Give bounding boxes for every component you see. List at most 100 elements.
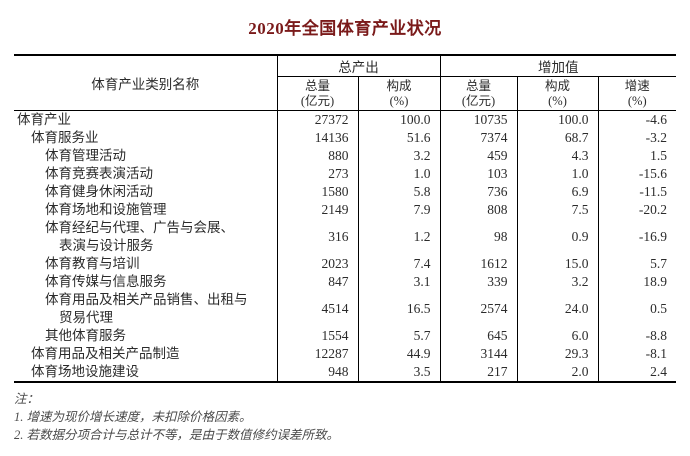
row-value: 339 <box>440 273 518 291</box>
row-value: 808 <box>440 201 518 219</box>
row-value: 100.0 <box>358 110 441 129</box>
row-label-line: 其他体育服务 <box>45 328 126 343</box>
row-label: 体育用品及相关产品制造 <box>14 345 278 363</box>
row-label-line: 体育服务业 <box>31 130 99 145</box>
sub-header-row: 总量 (亿元) 构成 (%) 总量 (亿元) 构成 (%) 增速 (%) <box>14 76 677 111</box>
notes-label: 注： <box>14 392 40 406</box>
table-row: 体育教育与培训 2023 7.4 1612 15.0 5.7 <box>14 255 676 273</box>
row-label: 体育教育与培训 <box>14 255 278 273</box>
row-label-line: 体育健身休闲活动 <box>45 184 153 199</box>
row-value: 12287 <box>277 345 359 363</box>
note-item-2: 2. 若数据分项合计与总计不等，是由于数值修约误差所致。 <box>14 428 340 442</box>
table-header: 体育产业类别名称 总产出 增加值 总量 (亿元) 构成 (%) 总量 (亿元) <box>14 55 677 111</box>
sports-industry-table: 体育产业类别名称 总产出 增加值 总量 (亿元) 构成 (%) 总量 (亿元) <box>14 54 677 383</box>
row-value: 5.7 <box>650 256 668 271</box>
column-header-unit: (%) <box>548 93 567 108</box>
column-header-line: 构成 <box>544 78 570 93</box>
row-value: 645 <box>440 327 518 345</box>
row-value: 5.7 <box>358 327 441 345</box>
group-header-row: 体育产业类别名称 总产出 增加值 <box>14 55 677 111</box>
row-value: 3.2 <box>358 147 441 165</box>
row-value: 3144 <box>440 345 518 363</box>
row-label-line: 体育管理活动 <box>45 148 126 163</box>
row-value: 2.4 <box>650 364 668 379</box>
column-header-unit: (亿元) <box>300 93 335 108</box>
column-header-growth-rate: 增速 (%) <box>598 76 677 111</box>
row-value: -11.5 <box>639 184 668 199</box>
row-value: 3.5 <box>358 363 441 382</box>
row-value: 18.9 <box>643 274 668 289</box>
row-label: 体育服务业 <box>14 129 278 147</box>
row-value: 98 <box>440 219 518 255</box>
row-value: 1.5 <box>650 148 668 163</box>
table-row: 体育场地设施建设 948 3.5 217 2.0 2.4 <box>14 363 676 382</box>
table-row: 体育管理活动 880 3.2 459 4.3 1.5 <box>14 147 676 165</box>
notes: 注： 1. 增速为现价增长速度，未扣除价格因素。 2. 若数据分项合计与总计不等… <box>14 390 690 444</box>
row-value: 1554 <box>277 327 359 345</box>
row-value: -16.9 <box>638 229 668 244</box>
table-row: 体育用品及相关产品制造 12287 44.9 3144 29.3 -8.1 <box>14 345 676 363</box>
row-value: 15.0 <box>517 255 599 273</box>
row-value: 847 <box>277 273 359 291</box>
column-header-line: 总量 <box>465 78 491 93</box>
row-value: 4.3 <box>517 147 599 165</box>
table-row: 体育场地和设施管理 2149 7.9 808 7.5 -20.2 <box>14 201 676 219</box>
row-label-line: 体育产业 <box>17 112 71 127</box>
column-header-line: 增速 <box>624 78 650 93</box>
row-label: 体育用品及相关产品销售、出租与 贸易代理 <box>14 291 278 327</box>
row-value: 7374 <box>440 129 518 147</box>
row-value: -3.2 <box>645 130 668 145</box>
row-value: 16.5 <box>358 291 441 327</box>
column-header-line: 构成 <box>386 78 412 93</box>
row-value: -15.6 <box>638 166 668 181</box>
row-label: 体育管理活动 <box>14 147 278 165</box>
row-value: 27372 <box>277 110 359 129</box>
row-value: 2023 <box>277 255 359 273</box>
row-value: 100.0 <box>517 110 599 129</box>
row-label: 体育场地设施建设 <box>14 363 278 382</box>
row-value: 736 <box>440 183 518 201</box>
row-value: -8.8 <box>645 328 668 343</box>
row-value: 316 <box>277 219 359 255</box>
row-label-line: 体育用品及相关产品制造 <box>31 346 180 361</box>
row-value: 2149 <box>277 201 359 219</box>
row-value: 6.0 <box>517 327 599 345</box>
group-header-total-output: 总产出 <box>277 55 441 77</box>
row-value: 6.9 <box>517 183 599 201</box>
row-label-line: 体育经纪与代理、广告与会展、 <box>45 220 234 235</box>
row-label: 其他体育服务 <box>14 327 278 345</box>
row-value: 3.2 <box>517 273 599 291</box>
row-value: 68.7 <box>517 129 599 147</box>
row-value: -8.1 <box>645 346 668 361</box>
row-value: 273 <box>277 165 359 183</box>
row-label: 体育健身休闲活动 <box>14 183 278 201</box>
row-value: 1.2 <box>358 219 441 255</box>
row-value: -4.6 <box>645 112 668 127</box>
row-value: 44.9 <box>358 345 441 363</box>
row-value: 1.0 <box>517 165 599 183</box>
row-value: 880 <box>277 147 359 165</box>
row-value: 1612 <box>440 255 518 273</box>
row-value: 3.1 <box>358 273 441 291</box>
table-row: 体育健身休闲活动 1580 5.8 736 6.9 -11.5 <box>14 183 676 201</box>
table-row: 体育产业 27372 100.0 10735 100.0 -4.6 <box>14 110 676 129</box>
row-label: 体育产业 <box>14 110 278 129</box>
row-label: 体育经纪与代理、广告与会展、 表演与设计服务 <box>14 219 278 255</box>
column-header-line: 总量 <box>304 78 330 93</box>
column-header-added-share: 构成 (%) <box>517 76 599 111</box>
column-header-unit: (%) <box>389 93 409 108</box>
row-value: 24.0 <box>517 291 599 327</box>
table-row: 体育竞赛表演活动 273 1.0 103 1.0 -15.6 <box>14 165 676 183</box>
row-value: 0.9 <box>517 219 599 255</box>
row-value: 5.8 <box>358 183 441 201</box>
row-value: 459 <box>440 147 518 165</box>
row-label-line: 体育用品及相关产品销售、出租与 <box>45 292 248 307</box>
column-header-output-share: 构成 (%) <box>358 76 441 111</box>
row-label: 体育传媒与信息服务 <box>14 273 278 291</box>
table-row: 体育服务业 14136 51.6 7374 68.7 -3.2 <box>14 129 676 147</box>
row-value: 0.5 <box>650 301 668 316</box>
column-header-added-total: 总量 (亿元) <box>440 76 518 111</box>
row-value: 103 <box>440 165 518 183</box>
row-value: 2.0 <box>517 363 599 382</box>
